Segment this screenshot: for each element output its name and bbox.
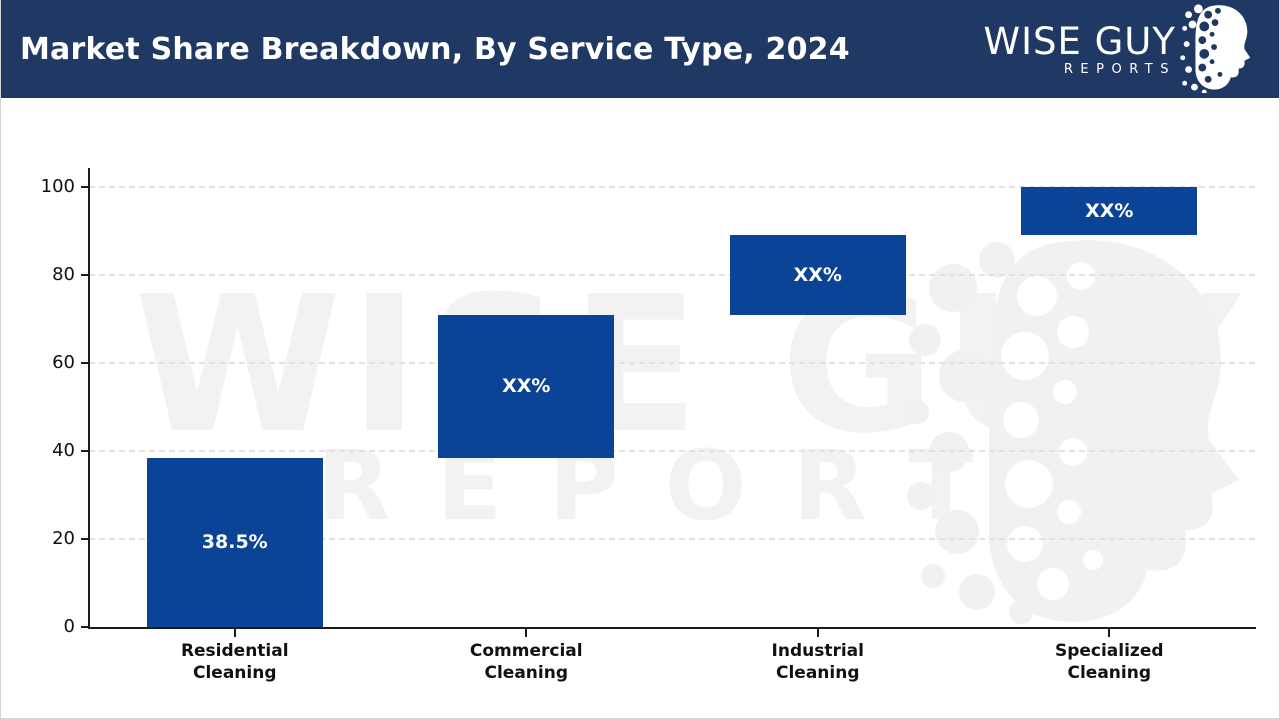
bar-commercial-cleaning <box>438 314 615 458</box>
y-tick-label: 0 <box>63 616 75 637</box>
y-tick-label: 40 <box>52 439 75 461</box>
x-tick-mark <box>1108 629 1111 637</box>
x-axis-line <box>88 627 1256 629</box>
bar-value-label: XX% <box>793 263 842 286</box>
x-category-label: Specialized Cleaning <box>1054 641 1164 684</box>
y-tick-label: 100 <box>40 175 75 197</box>
logo-head-icon <box>1178 1 1254 97</box>
y-tick-mark <box>81 626 89 628</box>
gridline-100 <box>89 185 1255 188</box>
gridline-60 <box>89 361 1255 364</box>
gridline-20 <box>89 537 1255 540</box>
x-tick-mark <box>816 629 819 637</box>
plot-area: WISE GUY REPORTS <box>89 168 1255 627</box>
bar-value-label: 38.5% <box>201 531 268 554</box>
bar-value-label: XX% <box>502 375 551 398</box>
gridline-80 <box>89 273 1255 276</box>
bar-value-label: XX% <box>1085 200 1134 223</box>
bar-residential-cleaning <box>146 457 323 627</box>
x-category-label: Industrial Cleaning <box>771 641 864 684</box>
y-tick-mark <box>81 185 89 188</box>
y-tick-mark <box>81 361 89 364</box>
wise-guy-logo: WISE GUY REPORTS <box>984 1 1254 97</box>
x-category-label: Residential Cleaning <box>180 641 289 684</box>
gridline-40 <box>89 449 1255 452</box>
logo-subtitle: REPORTS <box>1063 61 1176 77</box>
bar-specialized-cleaning <box>1021 186 1198 236</box>
header-band: Market Share Breakdown, By Service Type,… <box>0 0 1280 98</box>
x-tick-mark <box>233 629 236 637</box>
y-tick-label: 60 <box>52 351 75 373</box>
y-axis-line <box>88 168 90 627</box>
x-category-label: Commercial Cleaning <box>469 641 583 684</box>
y-tick-mark <box>81 273 89 276</box>
logo-wordmark: WISE GUY <box>983 19 1176 63</box>
chart-title: Market Share Breakdown, By Service Type,… <box>20 31 850 67</box>
y-tick-label: 80 <box>52 263 75 285</box>
y-tick-mark <box>81 537 89 540</box>
x-tick-mark <box>525 629 528 637</box>
y-tick-mark <box>81 449 89 452</box>
y-tick-label: 20 <box>52 527 75 549</box>
bar-industrial-cleaning <box>729 235 906 315</box>
logo-text: WISE GUY REPORTS <box>984 23 1176 76</box>
